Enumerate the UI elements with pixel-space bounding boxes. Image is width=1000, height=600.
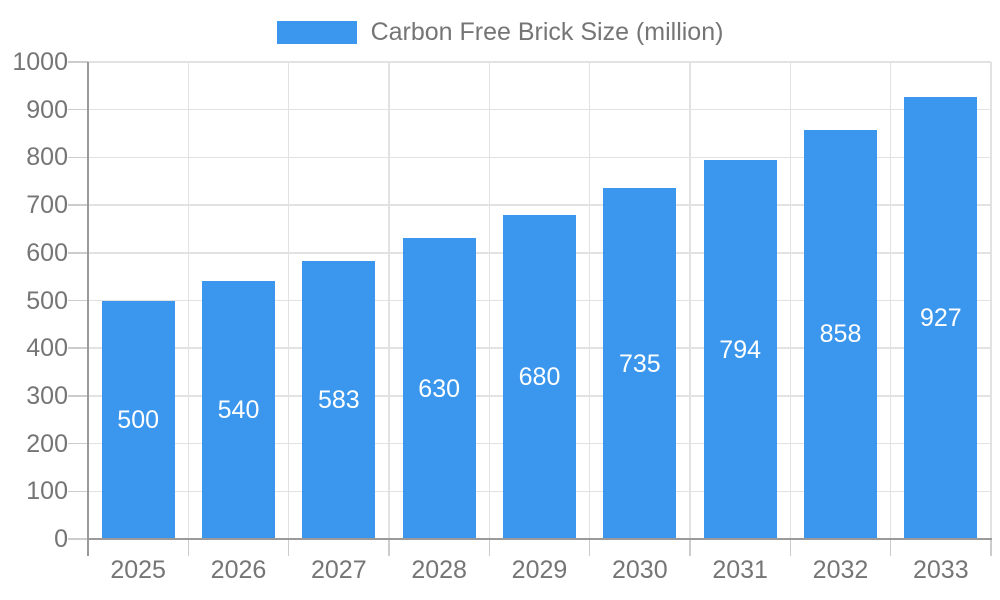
x-axis-tick (187, 539, 190, 556)
y-axis-tick (68, 347, 88, 349)
grid-line-vertical (588, 62, 591, 539)
x-axis-label: 2027 (311, 556, 367, 584)
y-axis-tick (68, 299, 88, 302)
grid-line-vertical (287, 62, 290, 539)
bar-value-label: 500 (117, 405, 160, 434)
y-axis-tick (68, 490, 88, 493)
x-axis-tick (789, 539, 792, 556)
legend-label: Carbon Free Brick Size (million) (370, 18, 724, 46)
x-axis-tick (488, 539, 491, 556)
x-axis-label: 2030 (612, 556, 668, 584)
y-axis-label: 500 (26, 286, 68, 315)
x-axis-tick (588, 539, 591, 556)
x-axis-label: 2033 (913, 556, 969, 584)
grid-line-horizontal (88, 204, 991, 206)
x-axis-label: 2029 (511, 556, 568, 584)
bar-value-label: 680 (518, 362, 561, 391)
y-axis-label: 1000 (12, 48, 68, 76)
y-axis-label: 0 (54, 525, 68, 553)
legend[interactable]: Carbon Free Brick Size (million) (0, 16, 1000, 48)
y-axis-label: 300 (26, 381, 68, 410)
bar-value-label: 794 (719, 335, 762, 364)
x-axis-tick (990, 539, 992, 556)
y-axis-tick (68, 252, 88, 254)
bar[interactable]: 927 (904, 96, 978, 539)
y-axis-label: 900 (26, 95, 68, 124)
y-axis-label: 200 (26, 429, 68, 458)
y-axis-tick (68, 156, 88, 159)
bar[interactable]: 794 (703, 160, 777, 539)
x-axis-tick (388, 539, 390, 556)
bar[interactable]: 680 (503, 214, 576, 539)
grid-line-vertical (990, 62, 992, 539)
y-axis-tick (68, 61, 88, 63)
bar-value-label: 630 (418, 374, 461, 403)
x-axis-tick (689, 539, 691, 556)
y-axis-label: 800 (26, 143, 68, 172)
x-axis-label: 2031 (712, 556, 768, 584)
x-axis-label: 2028 (411, 556, 467, 584)
grid-line-vertical (187, 62, 190, 539)
grid-line-vertical (789, 62, 792, 539)
plot-area: 0 100 200 300 400 500 600 700 800 900 1000 500 2025 5… (12, 48, 992, 584)
x-axis-tick (889, 539, 892, 556)
y-axis-tick (68, 442, 88, 445)
y-axis-label: 100 (26, 477, 68, 506)
bar-value-label: 540 (217, 396, 260, 425)
bar-value-label: 927 (919, 303, 962, 332)
bar[interactable]: 540 (202, 281, 275, 539)
y-axis-tick (68, 108, 88, 111)
grid-line-vertical (689, 62, 691, 539)
grid-line-horizontal (88, 108, 991, 111)
grid-line-horizontal (88, 61, 991, 63)
y-axis-label: 600 (26, 238, 68, 267)
grid-line-vertical (488, 62, 491, 539)
y-axis-tick (68, 538, 88, 540)
grid-line-vertical (388, 62, 390, 539)
y-axis-label: 400 (26, 334, 68, 363)
grid-line-horizontal (88, 156, 991, 159)
legend-swatch (276, 20, 357, 44)
bar[interactable]: 583 (302, 260, 376, 539)
bar[interactable]: 630 (402, 238, 476, 539)
x-axis-line (87, 538, 992, 540)
bar-value-label: 858 (819, 320, 862, 349)
y-axis-tick (68, 395, 88, 397)
grid-line-vertical (889, 62, 892, 539)
bar[interactable]: 500 (101, 300, 175, 539)
y-axis-tick (68, 204, 88, 206)
x-axis-tick (287, 539, 290, 556)
bar[interactable]: 858 (804, 129, 877, 539)
bar-value-label: 735 (618, 349, 661, 378)
y-axis-line (87, 62, 89, 556)
y-axis-label: 700 (26, 191, 68, 220)
bar-value-label: 583 (317, 385, 360, 414)
x-axis-label: 2026 (210, 556, 267, 584)
x-axis-label: 2025 (110, 556, 166, 584)
x-axis-label: 2032 (812, 556, 869, 584)
bar[interactable]: 735 (603, 188, 677, 539)
